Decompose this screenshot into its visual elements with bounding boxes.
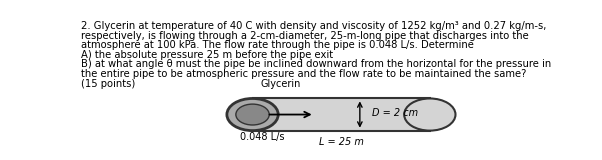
Text: 2. Glycerin at temperature of 40 C with density and viscosity of 1252 kg/m³ and : 2. Glycerin at temperature of 40 C with …	[81, 21, 546, 31]
Text: (15 points): (15 points)	[81, 79, 135, 88]
Bar	[253, 98, 430, 131]
Text: 0.048 L/s: 0.048 L/s	[240, 132, 284, 142]
Text: D = 2 cm: D = 2 cm	[371, 108, 418, 118]
Text: the entire pipe to be atmospheric pressure and the flow rate to be maintained th: the entire pipe to be atmospheric pressu…	[81, 69, 526, 79]
Ellipse shape	[227, 98, 278, 131]
Ellipse shape	[404, 98, 456, 131]
Text: respectively, is flowing through a 2-cm-diameter, 25-m-long pipe that discharges: respectively, is flowing through a 2-cm-…	[81, 31, 529, 41]
Text: L = 25 m: L = 25 m	[318, 137, 364, 147]
Text: Glycerin: Glycerin	[260, 79, 300, 89]
Text: A) the absolute pressure 25 m before the pipe exit: A) the absolute pressure 25 m before the…	[81, 50, 333, 60]
Text: atmosphere at 100 kPa. The flow rate through the pipe is 0.048 L/s. Determine: atmosphere at 100 kPa. The flow rate thr…	[81, 40, 474, 50]
Ellipse shape	[236, 104, 269, 125]
Text: B) at what angle θ must the pipe be inclined downward from the horizontal for th: B) at what angle θ must the pipe be incl…	[81, 60, 551, 69]
